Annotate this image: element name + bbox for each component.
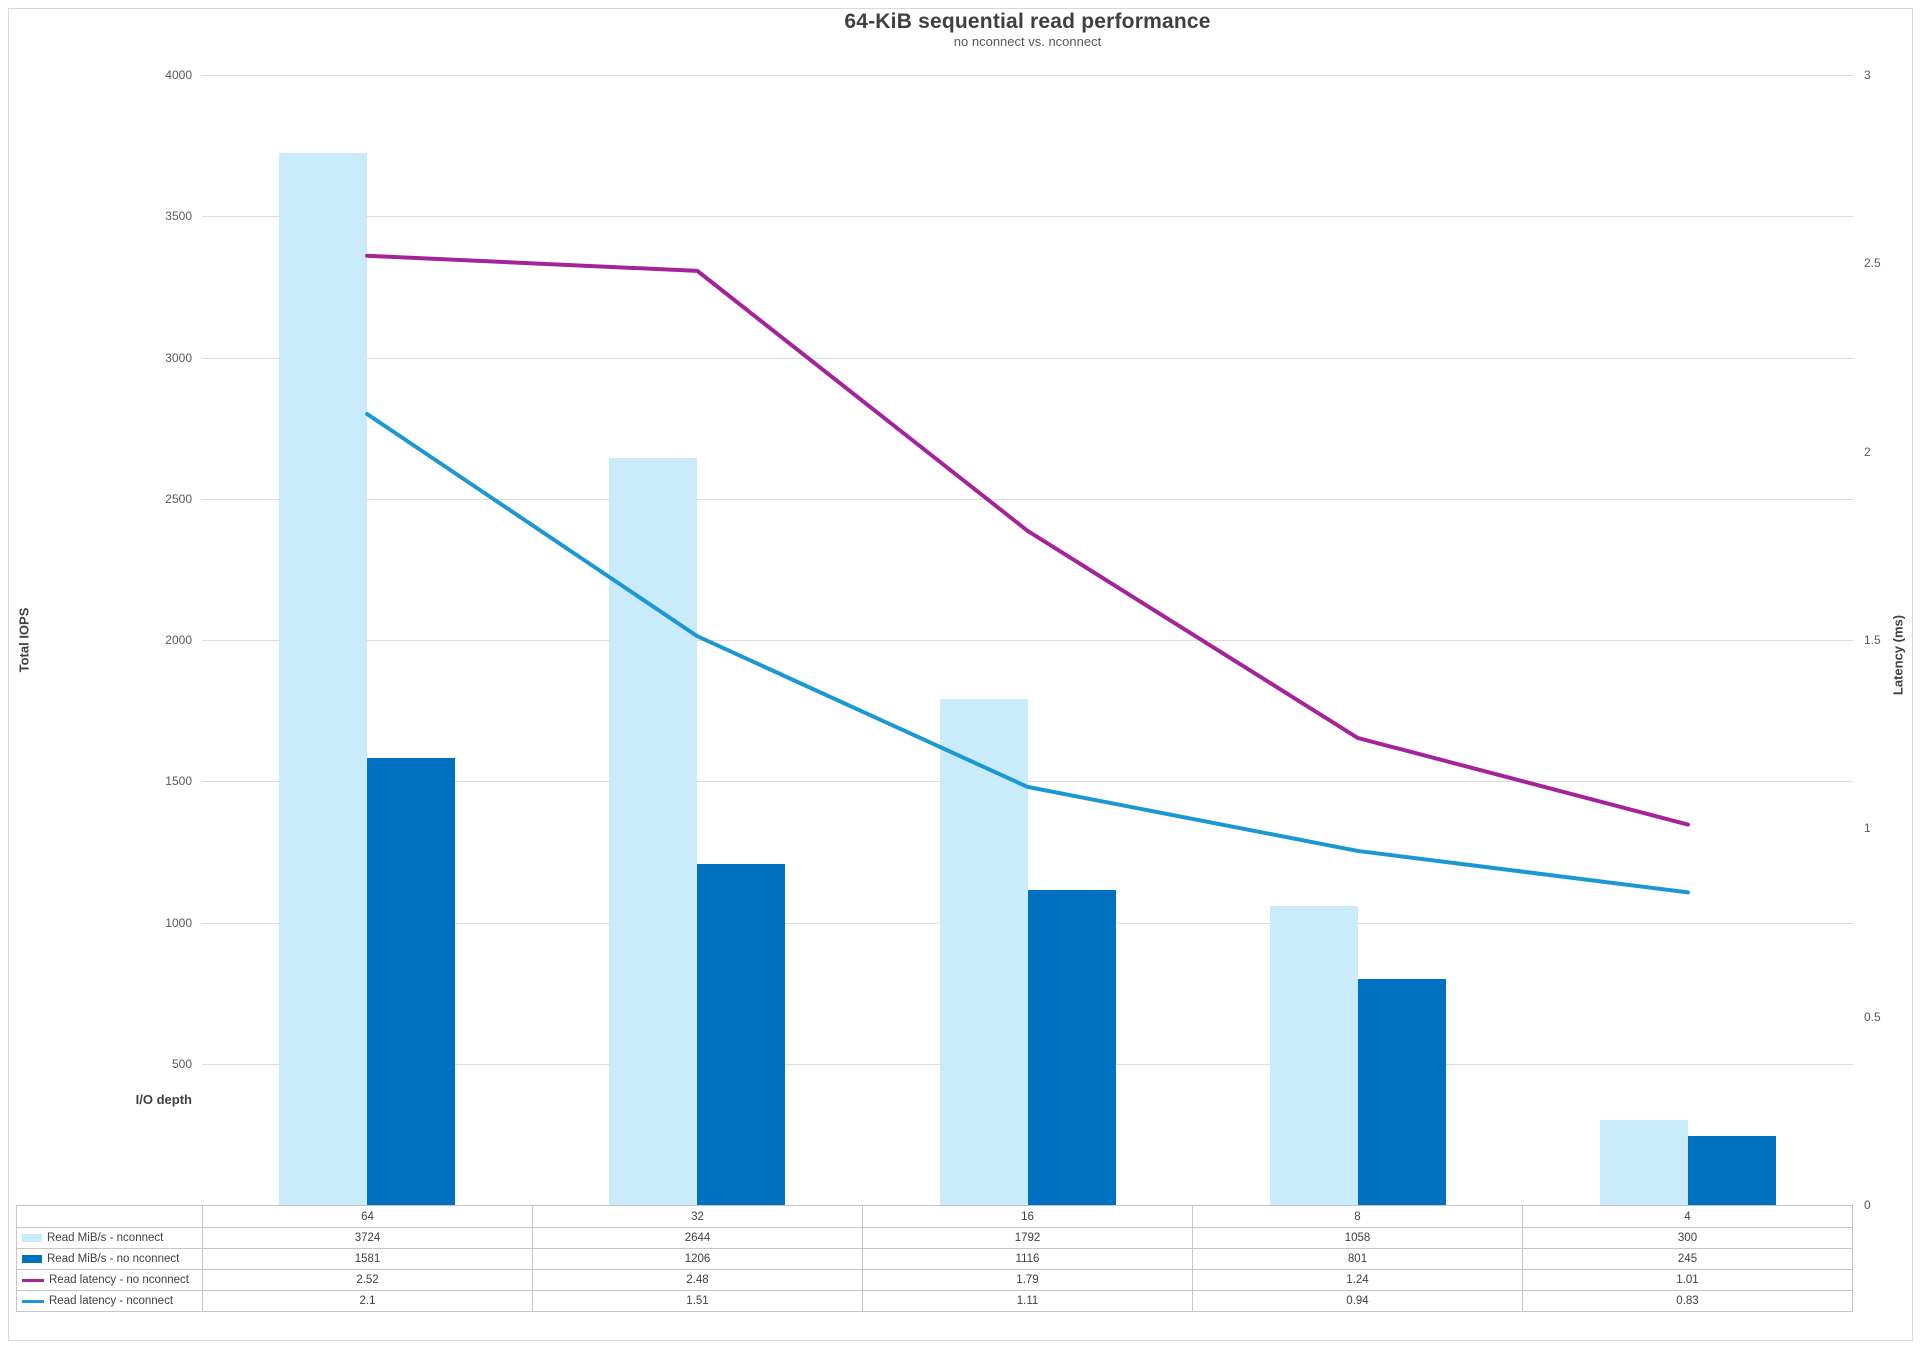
legend-label: Read MiB/s - nconnect [47,1232,164,1244]
category-header-cell: 64 [202,1205,533,1228]
bar-swatch-icon [22,1255,42,1263]
line-swatch-icon [22,1278,44,1282]
legend-label: Read latency - no nconnect [49,1274,190,1286]
left-axis-tick: 1000 [165,915,192,930]
legend-cell: Read latency - nconnect [16,1290,203,1312]
left-axis-tick: 4000 [165,68,192,82]
line-swatch-icon [22,1299,44,1303]
right-axis-tick: 1.5 [1864,633,1881,647]
category-header-cell: 4 [1522,1205,1853,1228]
left-axis-tick: 3500 [165,209,192,224]
value-cell: 1.01 [1522,1269,1853,1291]
category-header-cell: 8 [1192,1205,1523,1228]
left-axis-tick: 1500 [165,774,192,789]
right-axis-title: Latency (ms) [1890,614,1906,696]
category-header-cell: 16 [862,1205,1193,1228]
right-axis-tick: 2 [1864,444,1871,459]
value-cell: 2644 [532,1227,863,1249]
right-axis-tick: 2.5 [1864,256,1881,271]
legend-cell: Read latency - no nconnect [16,1269,203,1291]
table-body: Read MiB/s - nconnect 3724 2644 1792 1058 300… [16,1227,1853,1312]
value-cell: 1058 [1192,1227,1523,1249]
bar [367,758,456,1205]
data-table: 64 32 16 8 4 Read MiB/s - nconnect 3724 2644 17… [16,1205,1853,1312]
plot-area [202,75,1853,1205]
value-cell: 245 [1522,1248,1853,1270]
gridline [202,781,1853,783]
value-cell: 0.83 [1522,1290,1853,1312]
legend-entry: Read latency - no nconnect [18,1274,202,1286]
table-header-row: 64 32 16 8 4 [16,1205,1853,1228]
left-axis-tick: 500 [171,1056,192,1071]
value-cell: 2.1 [202,1290,533,1312]
legend-cell: Read MiB/s - no nconnect [16,1248,203,1270]
gridline [202,216,1853,218]
value-cell: 1206 [532,1248,863,1270]
gridline [202,75,1853,76]
gridline [202,498,1853,500]
bar [609,458,698,1205]
value-cell: 1.79 [862,1269,1193,1291]
line-series [365,412,1690,895]
category-header-cell: 32 [532,1205,863,1228]
legend-entry: Read latency - nconnect [18,1295,202,1307]
legend-cell: Read MiB/s - nconnect [16,1227,203,1249]
left-axis-title: Total IOPS [16,607,32,673]
gridline [202,640,1853,641]
table-row: Read MiB/s - no nconnect 1581 1206 1116 801 2… [16,1248,1853,1270]
right-axis-tick: 1 [1864,821,1871,836]
gridline [202,357,1853,359]
value-cell: 2.52 [202,1269,533,1291]
bar-swatch-icon [22,1234,42,1242]
bar [1269,906,1358,1205]
legend-entry: Read MiB/s - no nconnect [18,1253,202,1265]
left-axis-tick: 2500 [165,491,192,506]
value-cell: 801 [1192,1248,1523,1270]
bar [1687,1135,1776,1205]
left-axis-tick: 3000 [165,350,192,365]
right-axis-tick: 0 [1864,1198,1871,1212]
value-cell: 300 [1522,1227,1853,1249]
table-corner-cell [16,1205,203,1228]
bar [697,864,786,1205]
legend-label: Read MiB/s - no nconnect [47,1253,180,1265]
table-row: Read MiB/s - nconnect 3724 2644 1792 1058 300 [16,1227,1853,1249]
value-cell: 1.51 [532,1290,863,1312]
value-cell: 1116 [862,1248,1193,1270]
x-axis-title: I/O depth [135,1092,192,1107]
legend-entry: Read MiB/s - nconnect [18,1232,202,1244]
bar [1357,978,1446,1205]
left-axis-tick: 2000 [165,633,192,647]
value-cell: 1.11 [862,1290,1193,1312]
value-cell: 2.48 [532,1269,863,1291]
value-cell: 0.94 [1192,1290,1523,1312]
bar [939,698,1028,1205]
chart-subtitle: no nconnect vs. nconnect [953,34,1102,49]
value-cell: 1.24 [1192,1269,1523,1291]
table-row: Read latency - nconnect 2.1 1.51 1.11 0.94 0.… [16,1290,1853,1312]
legend-label: Read latency - nconnect [49,1295,174,1307]
line-series [365,253,1690,827]
value-cell: 1581 [202,1248,533,1270]
chart-title: 64-KiB sequential read performance [844,10,1211,33]
bar [279,152,368,1205]
right-axis-tick: 3 [1864,68,1871,82]
value-cell: 3724 [202,1227,533,1249]
right-axis-tick: 0.5 [1864,1009,1881,1024]
bar [1027,889,1116,1205]
value-cell: 1792 [862,1227,1193,1249]
bar [1599,1120,1688,1205]
table-row: Read latency - no nconnect 2.52 2.48 1.79 1.… [16,1269,1853,1291]
line-layer [365,253,1690,895]
